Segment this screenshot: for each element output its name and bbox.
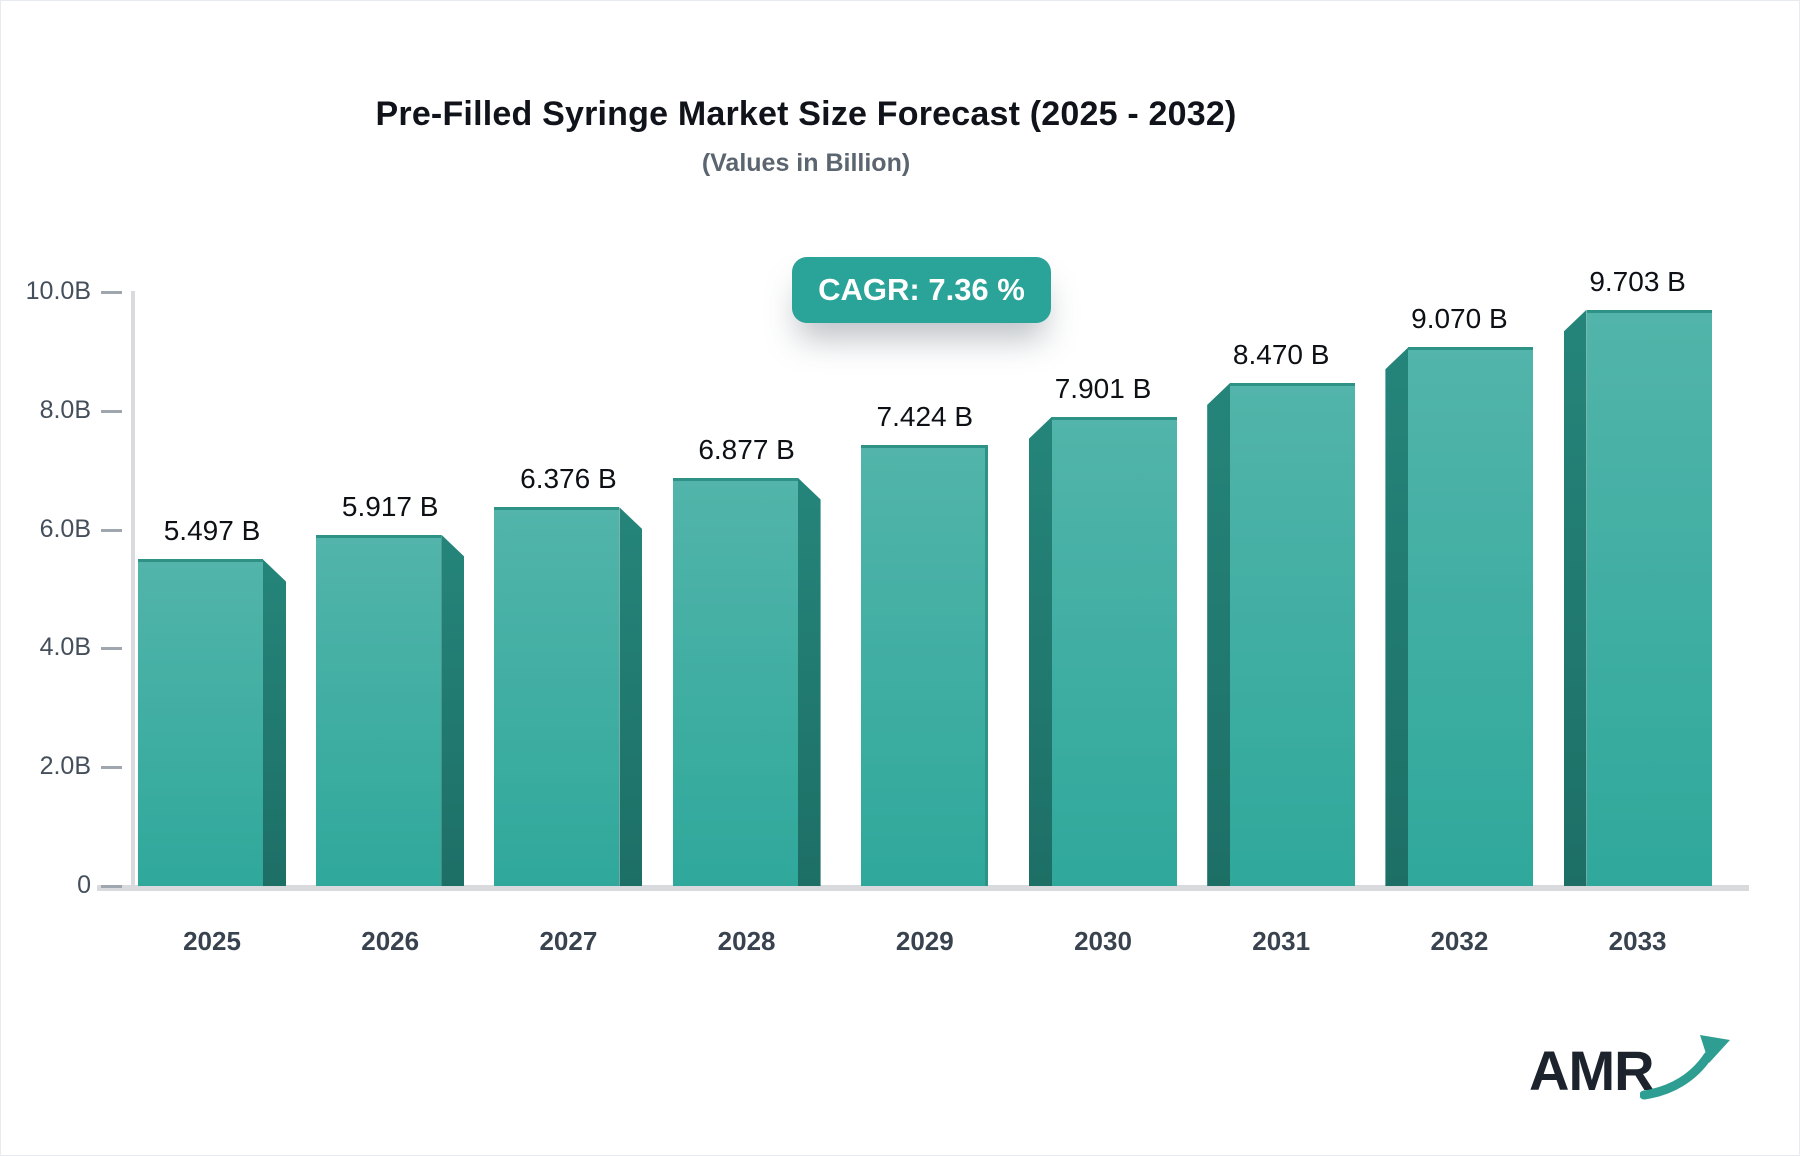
- bar-side-shade-2026: [441, 534, 465, 886]
- bar-value-label: 5.917 B: [341, 490, 439, 522]
- bar-2025[interactable]: [138, 559, 263, 886]
- x-axis-label-2028: 2028: [717, 926, 776, 956]
- bar-value-label: 9.703 B: [1589, 265, 1686, 297]
- chart-subtitle: (Values in Billion): [701, 149, 911, 177]
- bar-value-label: 8.470 B: [1232, 338, 1330, 370]
- x-axis-label-2029: 2029: [895, 926, 954, 956]
- bar-side-shade-2028: [797, 477, 821, 886]
- x-axis-baseline: [97, 885, 1749, 891]
- y-tick-label: 0: [77, 871, 91, 899]
- x-axis-label-2025: 2025: [183, 926, 241, 956]
- y-tick-dash: [101, 885, 122, 888]
- cagr-badge: CAGR: 7.36 %: [792, 257, 1051, 323]
- bar-value-label: 9.070 B: [1411, 303, 1508, 335]
- bar-value-label: 7.424 B: [876, 401, 974, 432]
- amr-logo-text: AMR: [1529, 1038, 1655, 1102]
- y-tick-dash: [101, 766, 122, 770]
- y-tick-label: 10.0B: [25, 277, 91, 305]
- x-axis-label-2030: 2030: [1074, 926, 1132, 956]
- bar-value-label: 7.901 B: [1054, 372, 1152, 404]
- y-tick-label: 4.0B: [39, 633, 91, 662]
- x-axis-label-2033: 2033: [1608, 926, 1667, 956]
- y-tick-label: 8.0B: [39, 395, 91, 424]
- bar-2031[interactable]: [1230, 382, 1356, 886]
- growth-arrow-icon: [1639, 1035, 1730, 1100]
- bar-side-shade-2031: [1207, 382, 1231, 886]
- x-axis-label-2032: 2032: [1430, 926, 1489, 956]
- x-axis-label-2031: 2031: [1252, 926, 1311, 956]
- bar-2033[interactable]: [1586, 309, 1712, 886]
- bar-2029[interactable]: [861, 445, 989, 886]
- bar-side-shade-2027: [619, 507, 643, 886]
- bar-value-label: 6.877 B: [698, 433, 795, 465]
- bar-2030[interactable]: [1052, 416, 1177, 886]
- bar-value-label: 5.497 B: [163, 515, 261, 547]
- bar-2028[interactable]: [672, 477, 798, 886]
- y-tick-dash: [101, 528, 122, 532]
- bar-side-shade-2033: [1563, 309, 1587, 886]
- amr-logo: AMR: [1529, 1035, 1732, 1103]
- y-tick-label: 6.0B: [39, 514, 91, 543]
- bar-side-shade-2025: [263, 559, 286, 886]
- y-axis-line: [131, 291, 135, 889]
- bar-side-shade-2030: [1029, 416, 1052, 886]
- y-tick-dash: [101, 409, 122, 413]
- bar-side-shade-2032: [1385, 347, 1409, 886]
- bar-value-label: 6.376 B: [520, 463, 617, 495]
- y-tick-dash: [101, 647, 122, 651]
- x-axis-label-2027: 2027: [539, 926, 598, 956]
- bar-2026[interactable]: [316, 534, 442, 886]
- bar-2027[interactable]: [494, 507, 620, 886]
- y-tick-label: 2.0B: [39, 752, 91, 781]
- bar-2032[interactable]: [1408, 347, 1534, 886]
- x-axis-label-2026: 2026: [361, 926, 420, 956]
- y-tick-dash: [101, 291, 122, 294]
- chart-title: Pre-Filled Syringe Market Size Forecast …: [375, 95, 1237, 133]
